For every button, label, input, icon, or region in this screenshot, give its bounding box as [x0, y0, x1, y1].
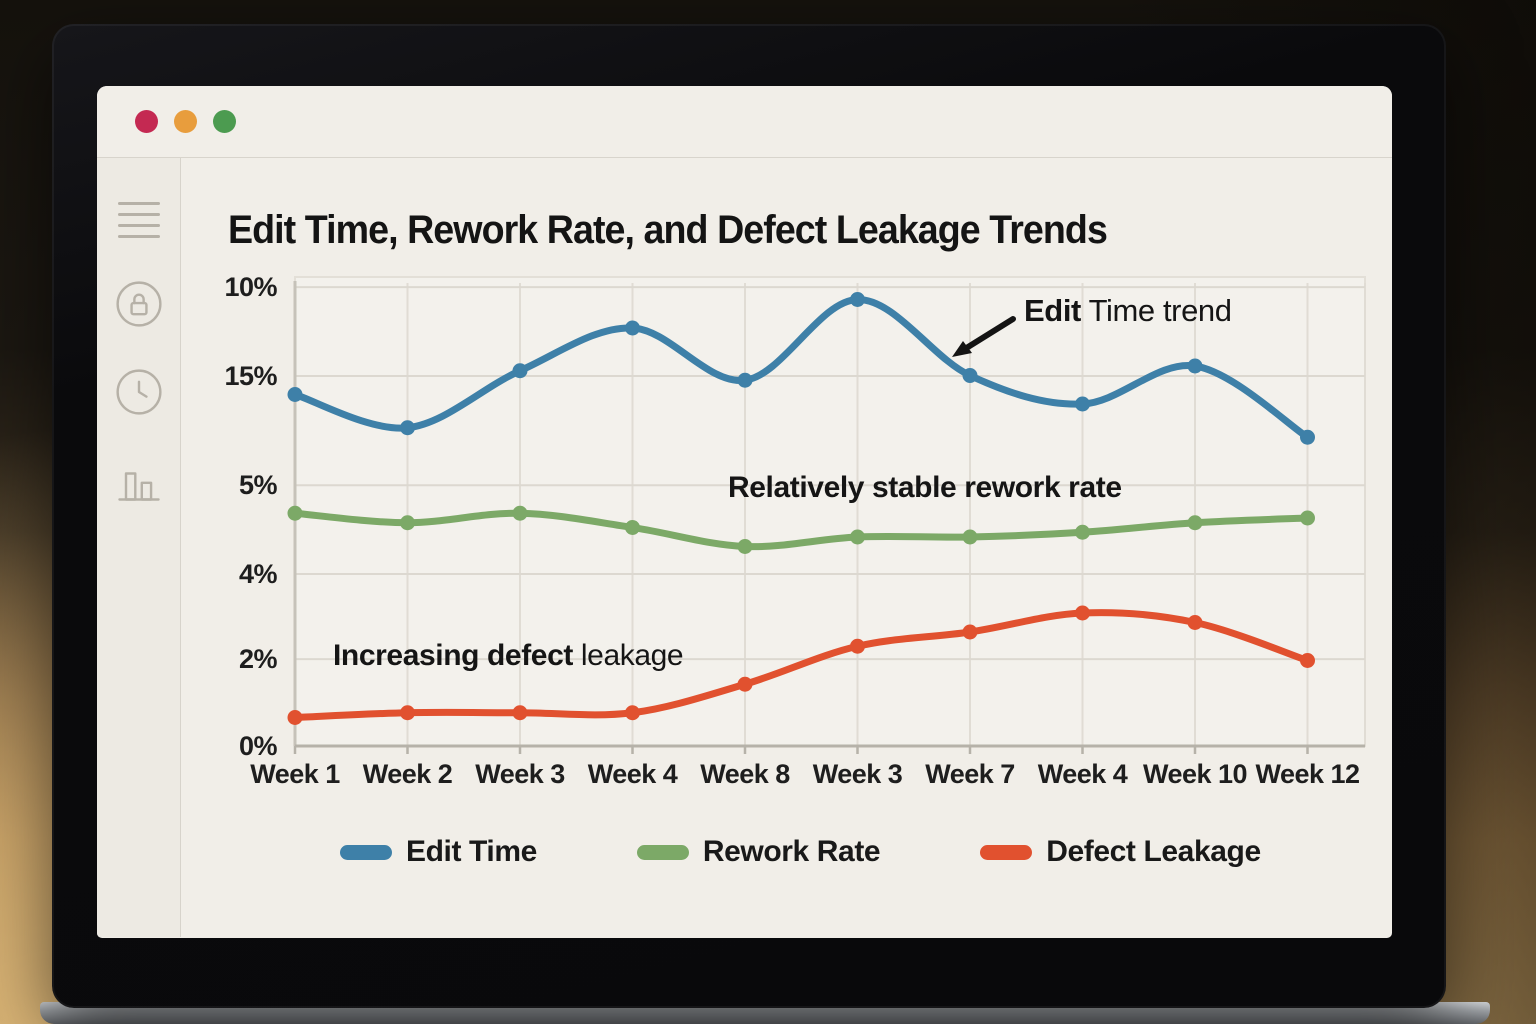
- clock-icon[interactable]: [113, 366, 165, 418]
- svg-text:Week 2: Week 2: [363, 759, 453, 789]
- annotation-bold-text: Increasing defect: [333, 639, 573, 672]
- defect-leakage-swatch: [980, 844, 1033, 860]
- svg-text:Week 4: Week 4: [588, 759, 678, 789]
- svg-text:0%: 0%: [239, 731, 278, 761]
- legend-label: Edit Time: [406, 835, 537, 868]
- window-titlebar: [97, 86, 1392, 158]
- rework-rate-swatch: [636, 844, 689, 860]
- svg-text:10%: 10%: [224, 272, 277, 302]
- bar-chart-icon[interactable]: [113, 454, 165, 506]
- svg-text:Week 10: Week 10: [1143, 759, 1247, 789]
- line-chart: 10% 15% 5% 4% 2% 0% Week 1 Week 2 Week 3 Week 4 We…: [212, 267, 1392, 827]
- legend-label: Defect Leakage: [1046, 835, 1261, 868]
- chart-legend: Edit Time Rework Rate Defect Leakage: [340, 835, 1392, 869]
- annotation-text: leakage: [572, 639, 684, 672]
- annotation-text: Time trend: [1080, 293, 1232, 328]
- chart-canvas: 10% 15% 5% 4% 2% 0%Week 1 Week 2 Week 3 Week 4 We…: [224, 272, 1366, 789]
- svg-text:Week 3: Week 3: [813, 759, 903, 789]
- legend-label: Rework Rate: [702, 835, 881, 868]
- svg-text:Week 12: Week 12: [1255, 759, 1359, 789]
- traffic-light-minimize-button[interactable]: [174, 110, 197, 133]
- lock-icon[interactable]: [113, 278, 165, 330]
- chart-panel: Edit Time, Rework Rate, and Defect Leaka…: [181, 158, 1392, 937]
- legend-item-edit-time: Edit Time: [340, 835, 537, 869]
- legend-item-rework-rate: Rework Rate: [636, 835, 881, 869]
- menu-icon[interactable]: [114, 198, 164, 242]
- svg-text:Week 3: Week 3: [475, 759, 565, 789]
- svg-text:Week 7: Week 7: [925, 759, 1015, 789]
- annotation-bold-text: Relatively stable rework rate: [728, 471, 1122, 504]
- svg-text:2%: 2%: [239, 644, 278, 674]
- edit-time-swatch: [340, 844, 392, 860]
- annotation-bold-text: Edit: [1024, 293, 1081, 328]
- window-body: Edit Time, Rework Rate, and Defect Leaka…: [97, 158, 1392, 937]
- sidebar: [97, 158, 181, 937]
- svg-text:4%: 4%: [239, 559, 278, 589]
- traffic-light-zoom-button[interactable]: [213, 110, 236, 133]
- chart-title: Edit Time, Rework Rate, and Defect Leaka…: [228, 208, 1108, 252]
- svg-text:5%: 5%: [239, 470, 278, 500]
- svg-text:Week 4: Week 4: [1038, 759, 1128, 789]
- traffic-light-close-button[interactable]: [135, 110, 158, 133]
- legend-item-defect-leakage: Defect Leakage: [980, 835, 1261, 869]
- svg-text:Week 1: Week 1: [250, 759, 340, 789]
- app-window: Edit Time, Rework Rate, and Defect Leaka…: [97, 86, 1392, 938]
- annotation-arrow-icon: [952, 316, 1016, 357]
- annotation-stable-rework-rate: Relatively stable rework rate: [728, 471, 1122, 505]
- svg-text:15%: 15%: [224, 361, 277, 391]
- annotation-edit-time-trend: Edit Time trend: [1024, 293, 1232, 329]
- annotation-increasing-defect-leakage: Increasing defect leakage: [333, 639, 684, 673]
- laptop-bezel: Edit Time, Rework Rate, and Defect Leaka…: [52, 24, 1446, 1008]
- svg-text:Week 8: Week 8: [700, 759, 790, 789]
